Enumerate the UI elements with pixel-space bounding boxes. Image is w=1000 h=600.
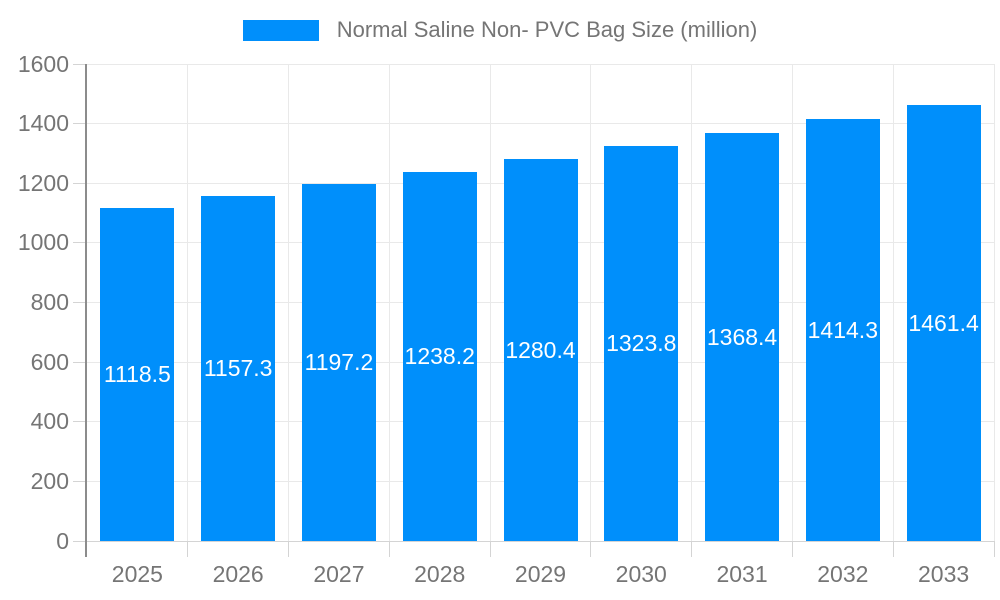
- x-axis-label: 2033: [918, 561, 970, 587]
- legend-label: Normal Saline Non- PVC Bag Size (million…: [336, 17, 758, 42]
- gridline-v: [892, 64, 894, 541]
- gridline-v: [590, 64, 592, 541]
- x-axis-label: 2026: [212, 561, 264, 587]
- bar[interactable]: 1280.4: [503, 159, 578, 541]
- bar-value-label: 1238.2: [404, 342, 475, 369]
- bar-value-label: 1461.4: [908, 309, 979, 336]
- y-axis-label: 400: [30, 408, 69, 435]
- x-tick: [691, 541, 693, 557]
- gridline-v: [288, 64, 290, 541]
- y-axis-label: 1000: [17, 229, 69, 256]
- gridline-v: [993, 64, 995, 541]
- x-axis-label: 2025: [111, 561, 163, 587]
- gridline-v: [489, 64, 491, 541]
- x-tick: [187, 541, 189, 557]
- x-axis-label: 2028: [414, 561, 466, 587]
- bar[interactable]: 1197.2: [301, 184, 376, 541]
- gridline-h: [87, 123, 994, 125]
- y-axis-label: 200: [30, 467, 69, 494]
- y-axis-line: [85, 64, 87, 557]
- x-axis-label: 2030: [615, 561, 667, 587]
- y-tick: [73, 361, 87, 363]
- bar-value-label: 1118.5: [103, 360, 171, 387]
- bar-value-label: 1197.2: [304, 349, 374, 376]
- x-axis-label: 2032: [817, 561, 869, 587]
- bar[interactable]: 1238.2: [402, 171, 477, 541]
- gridline-v: [388, 64, 390, 541]
- y-tick: [73, 182, 87, 184]
- y-tick: [73, 421, 87, 423]
- x-tick: [993, 541, 995, 557]
- legend[interactable]: Normal Saline Non- PVC Bag Size (million…: [0, 17, 1000, 43]
- gridline-v: [791, 64, 793, 541]
- bar-value-label: 1414.3: [807, 316, 878, 343]
- y-axis-label: 800: [30, 289, 69, 315]
- y-axis-label: 600: [30, 348, 69, 375]
- y-axis-label: 1400: [17, 110, 69, 137]
- y-axis-label: 1600: [17, 50, 69, 77]
- x-axis-label: 2029: [514, 561, 567, 587]
- bar[interactable]: 1461.4: [906, 105, 981, 541]
- bar[interactable]: 1323.8: [604, 146, 679, 541]
- x-tick: [791, 541, 793, 557]
- y-axis-label: 0: [56, 527, 69, 554]
- x-tick: [590, 541, 592, 557]
- gridline-v: [187, 64, 189, 541]
- bar-value-label: 1157.3: [203, 354, 273, 381]
- y-axis-label: 1200: [17, 169, 69, 196]
- bar[interactable]: 1368.4: [705, 133, 780, 541]
- gridline-v: [691, 64, 693, 541]
- bar[interactable]: 1414.3: [805, 119, 880, 541]
- x-tick: [388, 541, 390, 557]
- y-tick: [73, 540, 87, 542]
- y-tick: [73, 242, 87, 244]
- bar-value-label: 1323.8: [606, 330, 677, 357]
- gridline-h: [87, 63, 994, 65]
- x-tick: [489, 541, 491, 557]
- bar-value-label: 1368.4: [706, 323, 778, 350]
- bar[interactable]: 1118.5: [100, 207, 175, 541]
- y-tick: [73, 480, 87, 482]
- x-axis-label: 2027: [313, 561, 365, 587]
- legend-swatch-icon: [242, 19, 319, 41]
- x-axis-line: [87, 541, 994, 542]
- y-tick: [73, 302, 87, 303]
- x-tick: [288, 541, 290, 557]
- y-tick: [73, 63, 87, 65]
- y-tick: [73, 123, 87, 125]
- x-axis-label: 2031: [716, 561, 768, 587]
- x-tick: [892, 541, 894, 557]
- bar[interactable]: 1157.3: [201, 195, 276, 541]
- bar-value-label: 1280.4: [505, 336, 576, 363]
